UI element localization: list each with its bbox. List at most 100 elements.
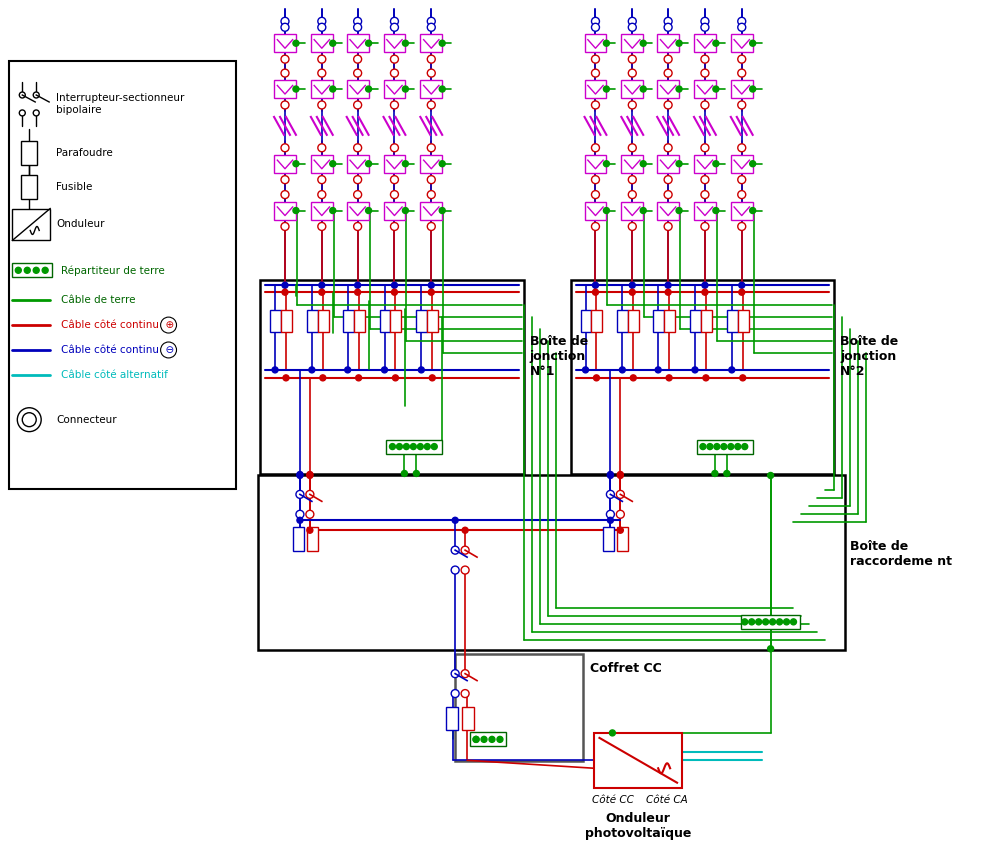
Bar xyxy=(307,310,318,332)
Circle shape xyxy=(749,160,756,166)
Text: Boîte de
jonction
N°1: Boîte de jonction N°1 xyxy=(530,335,588,378)
Circle shape xyxy=(591,17,599,25)
Circle shape xyxy=(497,736,503,742)
Circle shape xyxy=(701,23,709,31)
Circle shape xyxy=(664,143,672,152)
Circle shape xyxy=(404,443,409,450)
Circle shape xyxy=(451,689,460,698)
Bar xyxy=(420,80,442,98)
Text: Câble de terre: Câble de terre xyxy=(61,295,136,305)
Bar xyxy=(618,527,628,551)
Circle shape xyxy=(354,101,361,109)
Bar xyxy=(260,280,523,475)
Circle shape xyxy=(354,23,361,31)
Circle shape xyxy=(617,491,625,498)
Circle shape xyxy=(427,101,435,109)
Bar xyxy=(628,310,639,332)
Circle shape xyxy=(700,443,706,450)
Circle shape xyxy=(608,471,614,477)
Circle shape xyxy=(33,267,39,273)
Circle shape xyxy=(692,367,698,373)
Bar xyxy=(622,34,643,52)
Circle shape xyxy=(735,443,740,450)
Circle shape xyxy=(664,176,672,183)
Circle shape xyxy=(281,176,289,183)
Circle shape xyxy=(307,471,313,477)
Bar xyxy=(391,310,402,332)
Circle shape xyxy=(749,207,756,214)
Circle shape xyxy=(296,491,303,498)
Text: Connecteur: Connecteur xyxy=(56,414,117,424)
Bar xyxy=(731,80,752,98)
Bar xyxy=(384,34,406,52)
Text: Onduleur: Onduleur xyxy=(56,220,105,229)
Bar xyxy=(622,155,643,172)
Bar xyxy=(653,310,664,332)
Circle shape xyxy=(591,191,599,199)
Circle shape xyxy=(617,510,625,518)
Circle shape xyxy=(305,510,314,518)
Bar xyxy=(571,280,835,475)
Circle shape xyxy=(701,69,709,77)
Circle shape xyxy=(281,55,289,63)
Circle shape xyxy=(427,176,435,183)
Circle shape xyxy=(281,23,289,31)
Circle shape xyxy=(307,527,313,533)
Circle shape xyxy=(318,69,326,77)
Circle shape xyxy=(307,473,313,479)
Circle shape xyxy=(593,375,599,381)
Circle shape xyxy=(591,222,599,230)
Bar xyxy=(416,310,427,332)
Bar xyxy=(603,527,615,551)
Circle shape xyxy=(741,619,747,625)
Bar xyxy=(13,209,50,240)
Circle shape xyxy=(618,473,624,479)
Bar xyxy=(274,201,296,220)
Circle shape xyxy=(431,443,437,450)
Bar xyxy=(584,34,607,52)
Text: Câble côté continu  ⊖: Câble côté continu ⊖ xyxy=(61,345,175,355)
Circle shape xyxy=(628,191,636,199)
Bar xyxy=(22,175,37,199)
Bar xyxy=(420,34,442,52)
Circle shape xyxy=(666,375,672,381)
Bar xyxy=(731,34,752,52)
Circle shape xyxy=(402,470,408,476)
Circle shape xyxy=(365,86,371,92)
Circle shape xyxy=(748,619,755,625)
Circle shape xyxy=(630,375,636,381)
Circle shape xyxy=(749,86,756,92)
Circle shape xyxy=(391,101,399,109)
Bar xyxy=(697,440,752,453)
Circle shape xyxy=(628,101,636,109)
Circle shape xyxy=(318,17,326,25)
Circle shape xyxy=(451,670,460,678)
Circle shape xyxy=(355,375,361,381)
Circle shape xyxy=(665,282,671,288)
Circle shape xyxy=(707,443,713,450)
Circle shape xyxy=(655,367,661,373)
Text: Câble côté continu  ⊕: Câble côté continu ⊕ xyxy=(61,320,175,330)
Text: Côté CA: Côté CA xyxy=(646,795,688,805)
Circle shape xyxy=(161,318,177,333)
Circle shape xyxy=(712,470,718,476)
Circle shape xyxy=(293,40,299,46)
Circle shape xyxy=(640,207,646,214)
Circle shape xyxy=(701,55,709,63)
Circle shape xyxy=(403,86,409,92)
Bar xyxy=(281,310,292,332)
Circle shape xyxy=(664,101,672,109)
Circle shape xyxy=(330,207,336,214)
Bar xyxy=(664,310,675,332)
Circle shape xyxy=(664,23,672,31)
Circle shape xyxy=(768,473,774,479)
Circle shape xyxy=(319,290,325,295)
Circle shape xyxy=(610,730,616,736)
Circle shape xyxy=(749,40,756,46)
Circle shape xyxy=(628,69,636,77)
Circle shape xyxy=(439,86,445,92)
Circle shape xyxy=(603,160,610,166)
Circle shape xyxy=(592,290,598,295)
Circle shape xyxy=(282,282,288,288)
Circle shape xyxy=(365,160,371,166)
